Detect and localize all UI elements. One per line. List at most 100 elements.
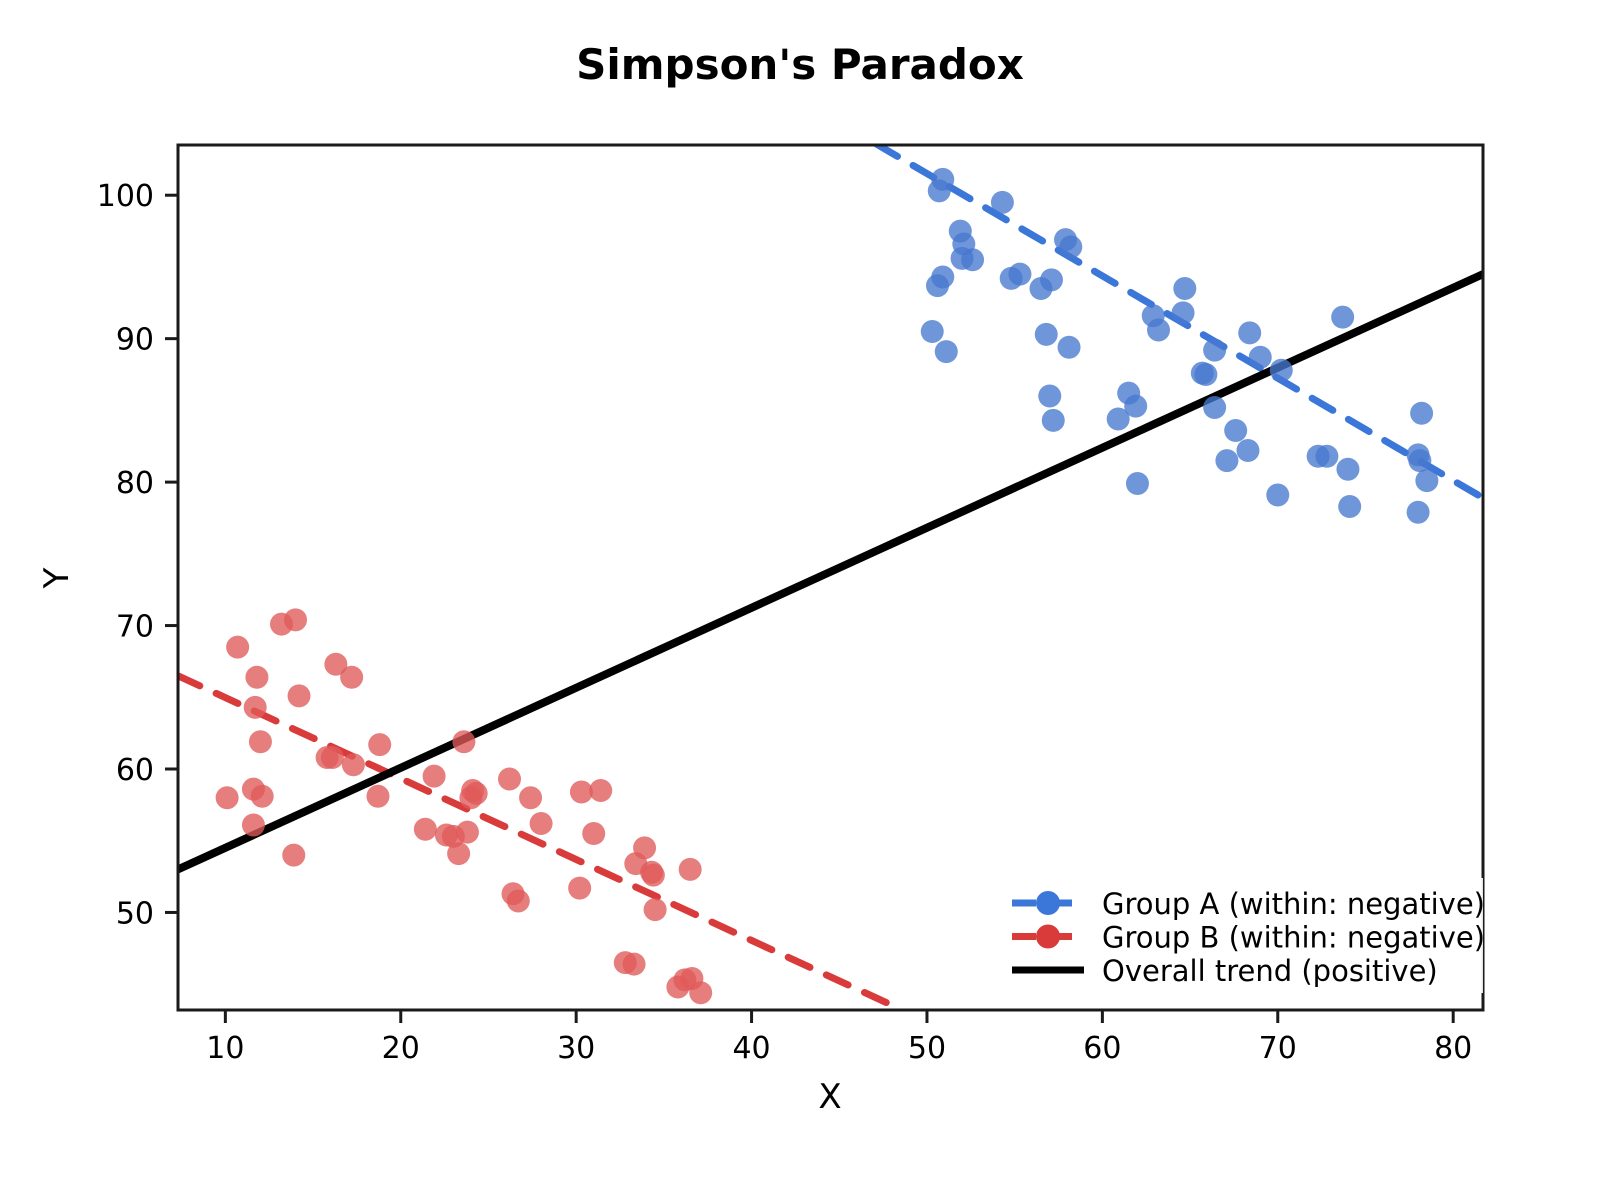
x-tick-label: 40 <box>732 1031 770 1066</box>
data-point <box>1125 472 1149 496</box>
trend-line-3 <box>178 270 1483 874</box>
data-point <box>366 784 390 808</box>
data-points-layer <box>215 167 1439 1005</box>
data-point <box>1124 394 1148 418</box>
data-point <box>459 786 483 810</box>
data-point <box>990 190 1014 214</box>
data-point <box>1171 301 1195 325</box>
legend-item-2[interactable]: Group B (within: negative) <box>1012 921 1485 955</box>
x-tick-label: 60 <box>1083 1031 1121 1066</box>
data-point <box>1203 396 1227 420</box>
y-tick-label: 70 <box>116 610 154 645</box>
legend-marker-dot <box>1036 924 1060 949</box>
data-point <box>1194 363 1218 387</box>
data-point <box>1173 276 1197 300</box>
x-tick-label: 50 <box>908 1031 946 1066</box>
data-point <box>368 733 392 757</box>
data-point <box>1315 444 1339 468</box>
x-tick-label: 10 <box>206 1031 244 1066</box>
data-point <box>1034 322 1058 346</box>
data-point <box>1106 407 1130 431</box>
legend-marker-dot <box>1036 891 1060 915</box>
legend[interactable]: Group A (within: negative)Group B (withi… <box>996 878 1485 993</box>
data-point <box>925 274 949 298</box>
data-point <box>1331 305 1355 329</box>
data-point <box>1041 408 1065 432</box>
y-tick-label: 90 <box>116 323 154 358</box>
x-tick-label: 30 <box>557 1031 595 1066</box>
data-point <box>622 952 646 976</box>
page-title: Simpson's Paradox <box>576 40 1024 89</box>
data-point <box>413 817 437 841</box>
data-point <box>241 777 265 801</box>
y-tick-label: 80 <box>116 466 154 501</box>
trend-line-1 <box>871 145 1483 502</box>
data-point <box>961 248 985 272</box>
data-point <box>340 665 364 689</box>
data-point <box>569 780 593 804</box>
series-2-points <box>215 608 713 1005</box>
legend-item-label: Group A (within: negative) <box>1102 887 1485 921</box>
data-point <box>1236 439 1260 463</box>
data-point <box>582 822 606 846</box>
trend-line-2 <box>178 672 906 1010</box>
legend-item-1[interactable]: Group A (within: negative) <box>1012 887 1485 921</box>
data-point <box>641 863 665 887</box>
x-tick-label: 20 <box>382 1031 420 1066</box>
data-point <box>934 340 958 364</box>
data-point <box>927 179 951 203</box>
data-point <box>689 981 713 1005</box>
data-point <box>920 319 944 343</box>
data-point <box>341 753 365 777</box>
data-point <box>243 695 267 719</box>
data-point <box>1215 449 1239 473</box>
y-axis-ticks: 50 60 70 80 90 100 <box>97 179 178 931</box>
x-axis-label: X <box>818 1077 841 1117</box>
legend-item-label: Overall trend (positive) <box>1102 954 1438 988</box>
data-point <box>455 820 479 844</box>
data-point <box>269 612 293 636</box>
data-point <box>282 843 306 867</box>
data-point <box>589 779 613 803</box>
data-point <box>215 786 239 810</box>
legend-background <box>996 878 1483 993</box>
data-point <box>1224 418 1248 442</box>
x-tick-label: 70 <box>1259 1031 1297 1066</box>
series-1-points <box>920 167 1439 524</box>
plot-frame <box>176 143 1485 1012</box>
y-axis-label: Y <box>37 567 77 589</box>
data-point <box>568 876 592 900</box>
data-point <box>1147 318 1171 342</box>
data-point <box>226 635 250 659</box>
data-point <box>320 746 344 770</box>
data-point <box>519 786 543 810</box>
data-point <box>529 812 553 836</box>
data-point <box>666 975 690 999</box>
data-point <box>1057 335 1081 359</box>
data-point <box>1059 235 1083 259</box>
data-point <box>248 730 272 754</box>
data-point <box>999 266 1023 290</box>
data-point <box>1238 321 1262 345</box>
x-tick-label: 80 <box>1434 1031 1472 1066</box>
data-point <box>1338 494 1362 518</box>
data-point <box>506 889 530 913</box>
data-point <box>1266 483 1290 507</box>
data-point <box>1415 469 1439 493</box>
data-point <box>1336 457 1360 481</box>
data-point <box>1029 276 1053 300</box>
data-point <box>447 842 471 866</box>
data-point <box>287 684 311 708</box>
trend-lines-layer <box>178 145 1483 1010</box>
data-point <box>1406 500 1430 524</box>
data-point <box>1203 338 1227 362</box>
data-point <box>245 665 269 689</box>
legend-item-label: Group B (within: negative) <box>1102 921 1485 955</box>
data-point <box>1269 358 1293 382</box>
legend-item-3[interactable]: Overall trend (positive) <box>1012 954 1438 988</box>
data-point <box>678 857 702 881</box>
data-point <box>452 730 476 754</box>
data-point <box>1408 449 1432 473</box>
